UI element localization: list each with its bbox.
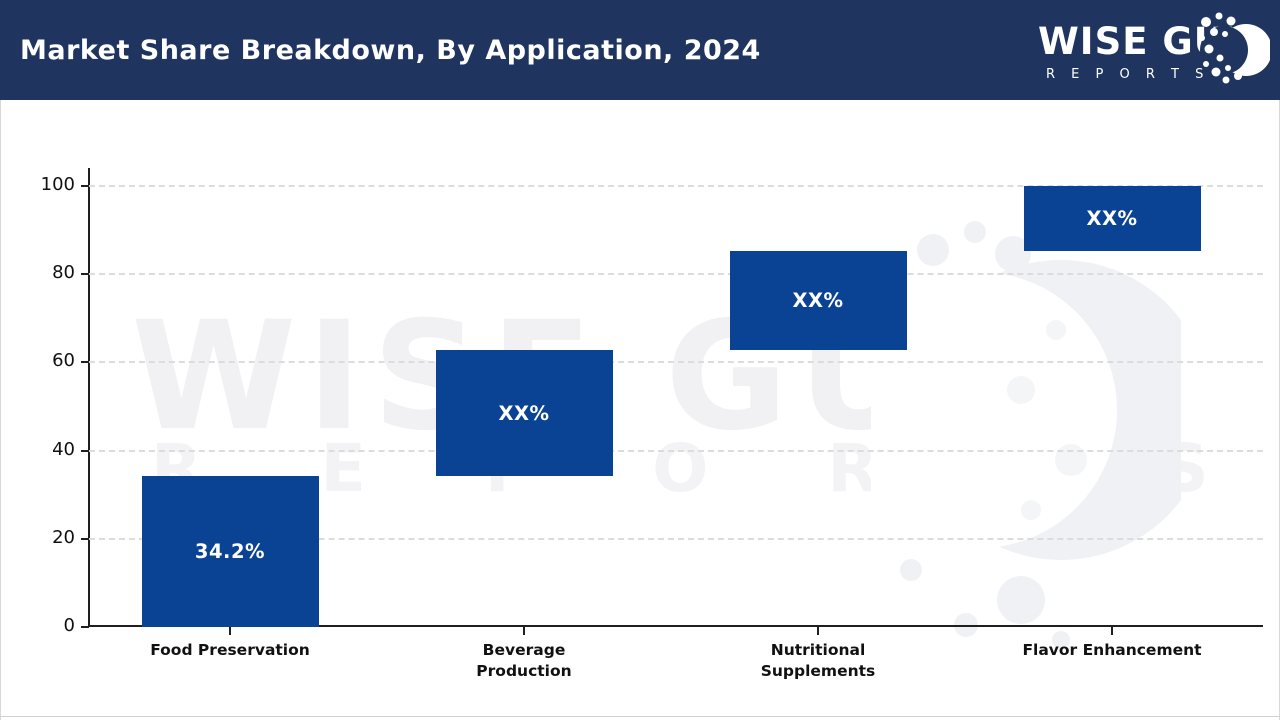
bar-value-label: XX% — [1086, 206, 1138, 230]
y-tick-mark — [81, 449, 89, 452]
watermark-head-icon — [871, 221, 1181, 649]
x-tick-mark — [229, 627, 231, 635]
y-tick-mark — [81, 273, 89, 276]
bar-segment: XX% — [1023, 186, 1201, 251]
x-axis-line — [88, 625, 1263, 627]
plot-area: WISE GUY R E P O R T S — [0, 100, 1280, 720]
bar-segment: XX% — [729, 250, 907, 351]
logo-head-icon — [1199, 12, 1270, 84]
y-tick-mark — [81, 626, 89, 628]
bar-value-label: 34.2% — [194, 540, 266, 564]
y-tick-label: 80 — [52, 262, 75, 284]
bar-value-label: XX% — [792, 288, 844, 312]
x-category-label: Beverage Production — [476, 641, 572, 680]
x-tick-mark — [523, 627, 525, 635]
x-category-label: Flavor Enhancement — [1022, 641, 1202, 659]
gridline — [89, 361, 1263, 364]
chart-title: Market Share Breakdown, By Application, … — [20, 34, 761, 66]
header-bar: Market Share Breakdown, By Application, … — [0, 0, 1280, 100]
gridline — [89, 537, 1263, 540]
gridline — [89, 185, 1263, 187]
gridline — [89, 449, 1263, 452]
x-category-label: Food Preservation — [150, 641, 310, 659]
y-tick-mark — [81, 185, 89, 187]
y-tick-mark — [81, 537, 89, 540]
x-category-label: Nutritional Supplements — [760, 641, 876, 680]
y-tick-mark — [81, 361, 89, 364]
bottom-border-line — [0, 716, 1280, 717]
x-tick-mark — [817, 627, 819, 635]
x-tick-mark — [1111, 627, 1113, 635]
y-tick-label: 40 — [52, 438, 75, 460]
y-tick-label: 0 — [63, 615, 75, 636]
y-tick-label: 60 — [52, 350, 75, 372]
logo-text-line2: R E P O R T S — [1046, 67, 1209, 82]
gridline — [89, 273, 1263, 276]
y-axis-line — [88, 168, 90, 627]
y-tick-label: 20 — [52, 526, 75, 548]
bar-value-label: XX% — [498, 401, 550, 425]
wise-guy-reports-logo: WISE GUY R E P O R T S — [1038, 12, 1270, 84]
bar-segment: XX% — [435, 350, 613, 477]
bar-segment: 34.2% — [141, 476, 319, 627]
y-tick-label: 100 — [40, 174, 75, 195]
